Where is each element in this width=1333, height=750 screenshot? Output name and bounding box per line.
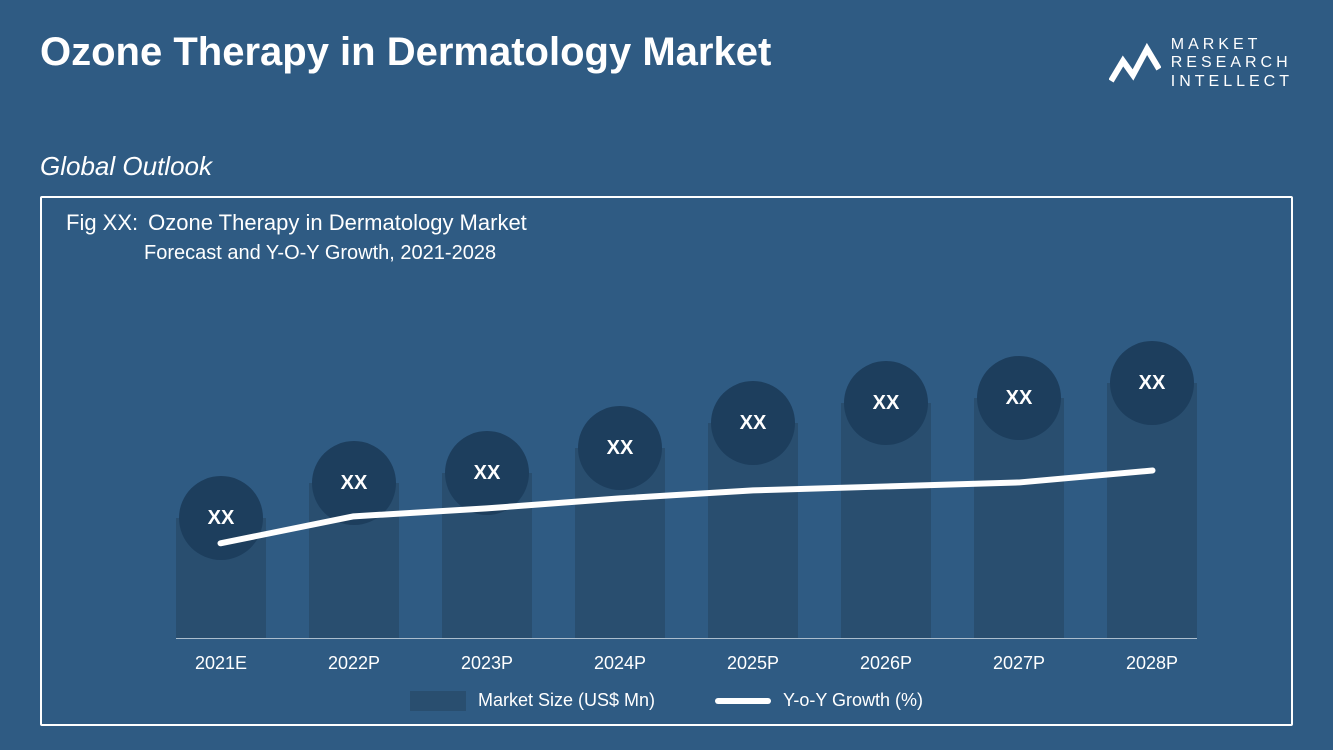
- bar: XX: [708, 423, 798, 638]
- bar-value-label: XX: [179, 476, 263, 560]
- plot-area: XXXXXXXXXXXXXXXXXXXXXXXXXXXXXXXX: [176, 289, 1197, 639]
- bar-value-label: XX: [578, 406, 662, 490]
- legend-line-label: Y-o-Y Growth (%): [783, 690, 923, 711]
- bar-value-label: XX: [445, 431, 529, 515]
- bar-column: XXXX: [708, 423, 798, 638]
- logo-line-3: INTELLECT: [1171, 73, 1293, 91]
- bars-container: XXXXXXXXXXXXXXXXXXXXXXXXXXXXXXXX: [176, 289, 1197, 638]
- bar: XX: [1107, 383, 1197, 638]
- x-tick-label: 2026P: [841, 653, 931, 674]
- bar-value-label: XX: [1110, 341, 1194, 425]
- legend-bar-label: Market Size (US$ Mn): [478, 690, 655, 711]
- chart-frame: Fig XX: Ozone Therapy in Dermatology Mar…: [40, 196, 1293, 726]
- x-axis: 2021E 2022P 2023P 2024P 2025P 2026P 2027P 2028P: [176, 653, 1197, 674]
- header: Ozone Therapy in Dermatology Market MARK…: [40, 30, 1293, 91]
- logo-line-1: MARKET: [1171, 36, 1293, 54]
- legend: Market Size (US$ Mn) Y-o-Y Growth (%): [66, 690, 1267, 711]
- bar: XX: [974, 398, 1064, 638]
- bar-column: XXXX: [309, 483, 399, 638]
- bar-column: XXXX: [442, 473, 532, 638]
- logo-line-2: RESEARCH: [1171, 54, 1293, 72]
- page-title: Ozone Therapy in Dermatology Market: [40, 30, 771, 75]
- bar: XX: [442, 473, 532, 638]
- x-tick-label: 2023P: [442, 653, 532, 674]
- bar: XX: [575, 448, 665, 638]
- x-tick-label: 2028P: [1107, 653, 1197, 674]
- bar-value-label: XX: [312, 441, 396, 525]
- bar-column: XXXX: [1107, 383, 1197, 638]
- x-tick-label: 2027P: [974, 653, 1064, 674]
- bar-column: XXXX: [575, 448, 665, 638]
- x-tick-label: 2025P: [708, 653, 798, 674]
- figure-label: Fig XX: Ozone Therapy in Dermatology Mar…: [66, 210, 1267, 236]
- bar-column: XXXX: [176, 518, 266, 638]
- x-tick-label: 2021E: [176, 653, 266, 674]
- legend-item-bar: Market Size (US$ Mn): [410, 690, 655, 711]
- bar-value-label: XX: [844, 361, 928, 445]
- figure-subtitle: Forecast and Y-O-Y Growth, 2021-2028: [144, 242, 1267, 265]
- bar: XX: [841, 403, 931, 638]
- subtitle: Global Outlook: [40, 151, 1293, 182]
- x-tick-label: 2024P: [575, 653, 665, 674]
- bar: XX: [176, 518, 266, 638]
- bar-value-label: XX: [711, 381, 795, 465]
- bar-column: XXXX: [974, 398, 1064, 638]
- logo-mark-icon: [1109, 41, 1161, 87]
- figure-title: Ozone Therapy in Dermatology Market: [148, 210, 527, 236]
- bar-column: XXXX: [841, 403, 931, 638]
- bar-value-label: XX: [977, 356, 1061, 440]
- page-root: Ozone Therapy in Dermatology Market MARK…: [0, 0, 1333, 750]
- bar: XX: [309, 483, 399, 638]
- x-tick-label: 2022P: [309, 653, 399, 674]
- line-swatch-icon: [715, 698, 771, 704]
- logo-text: MARKET RESEARCH INTELLECT: [1171, 36, 1293, 91]
- legend-item-line: Y-o-Y Growth (%): [715, 690, 923, 711]
- bar-swatch-icon: [410, 691, 466, 711]
- figure-prefix: Fig XX:: [66, 210, 138, 236]
- brand-logo: MARKET RESEARCH INTELLECT: [1109, 36, 1293, 91]
